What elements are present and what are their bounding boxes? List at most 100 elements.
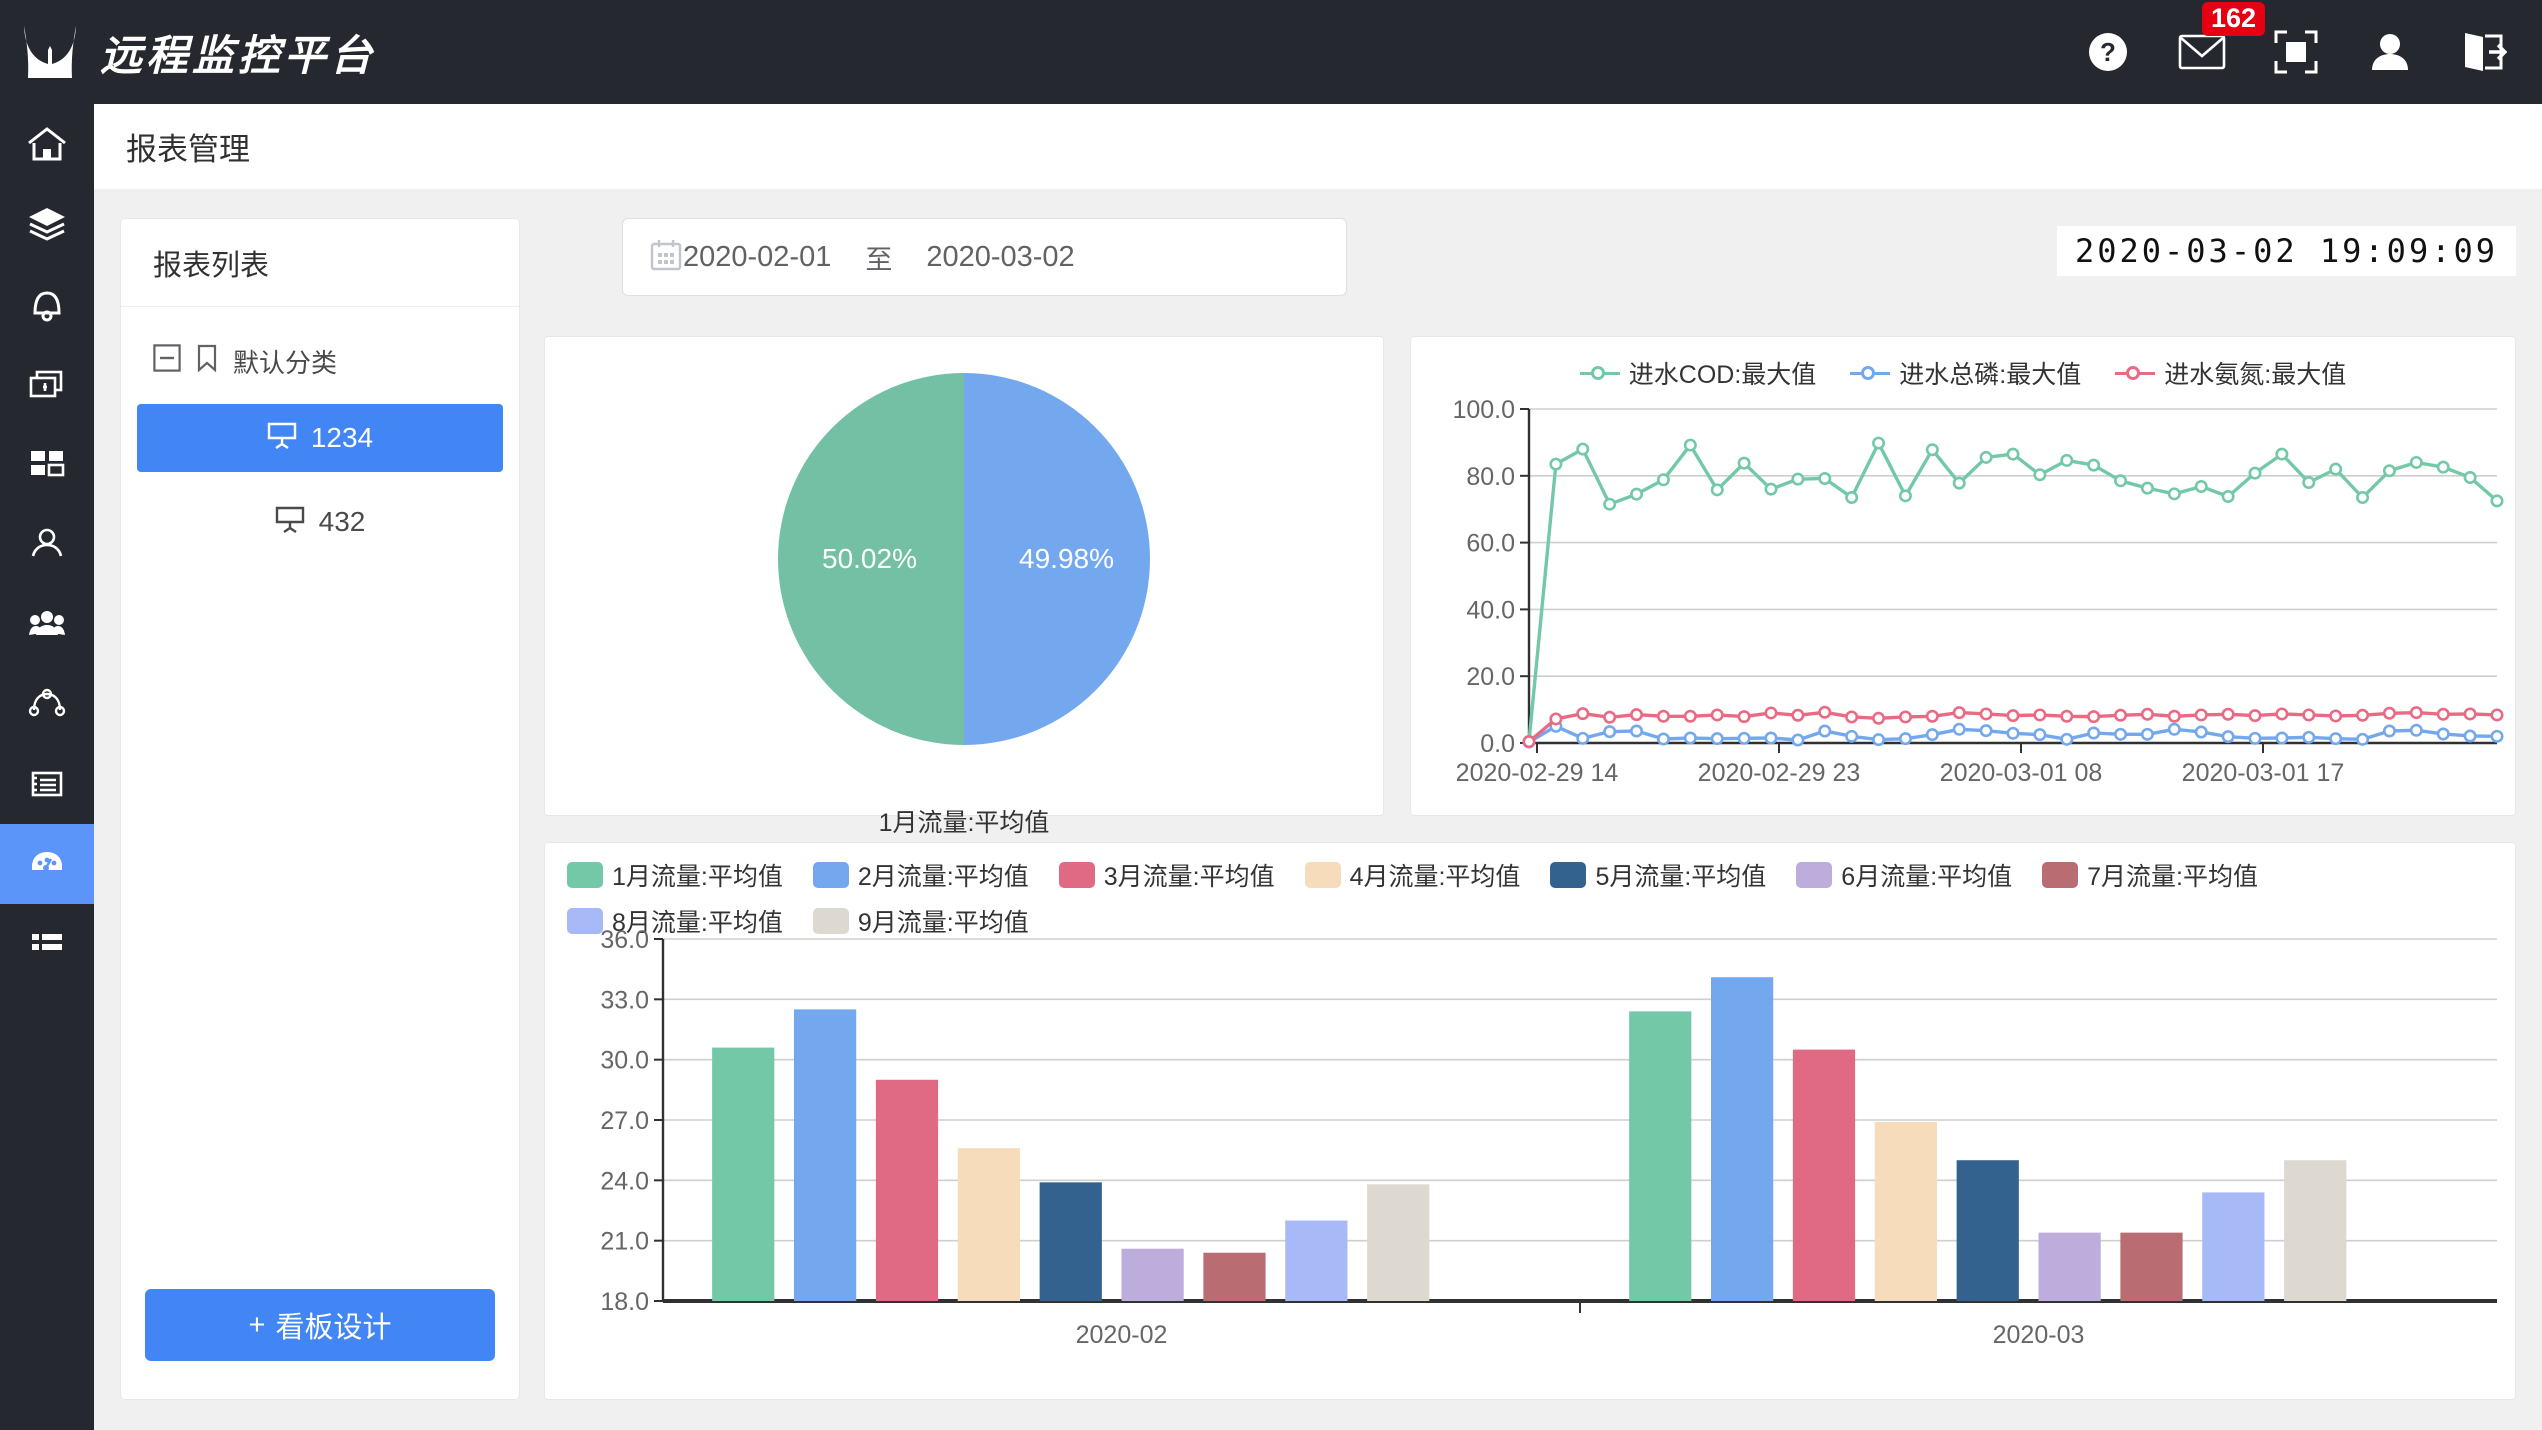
legend-item-ammonia[interactable]: 进水氨氮:最大值 xyxy=(2115,355,2346,391)
top-bar-actions: ? 162 xyxy=(2084,2,2542,76)
sidebar-item-home[interactable] xyxy=(0,104,94,184)
line-point xyxy=(2382,706,2396,720)
line-chart-xtick: 2020-02-29 23 xyxy=(1698,759,1861,787)
sidebar-item-network[interactable] xyxy=(0,664,94,744)
tree-item-432[interactable]: 432 xyxy=(137,488,503,556)
bar-2-1 xyxy=(1629,1011,1692,1301)
line-point xyxy=(1710,732,1724,746)
legend-label-phosphorus: 进水总磷:最大值 xyxy=(1899,361,2082,389)
mail-badge-count: 162 xyxy=(2202,2,2266,37)
line-point xyxy=(2490,494,2504,508)
sidebar-item-layers[interactable] xyxy=(0,184,94,264)
line-point xyxy=(2060,709,2074,723)
sidebar-item-report-design[interactable] xyxy=(0,824,94,904)
line-point xyxy=(2006,709,2020,723)
logout-icon[interactable] xyxy=(2460,28,2508,76)
legend-marker-phosphorus xyxy=(1850,364,1891,382)
line-point xyxy=(2140,727,2154,741)
bar-chart-ytick: 30.0 xyxy=(600,1047,649,1075)
line-point xyxy=(1737,731,1751,745)
date-range-picker[interactable]: 2020-02-01 至 2020-03-02 xyxy=(622,218,1347,296)
line-point xyxy=(2302,708,2316,722)
bar-2-2 xyxy=(1711,977,1774,1301)
bar-1-6 xyxy=(1121,1248,1184,1301)
app-title: 远程监控平台 xyxy=(100,30,377,80)
svg-text:?: ? xyxy=(2100,37,2116,67)
line-point xyxy=(1791,472,1805,486)
line-point xyxy=(1656,473,1670,487)
legend-label-4: 4月流量:平均值 xyxy=(1349,863,1521,891)
line-point xyxy=(1979,707,1993,721)
legend-item-4[interactable]: 4月流量:平均值 xyxy=(1304,857,1521,893)
line-point xyxy=(2194,725,2208,739)
line-point xyxy=(1549,457,1563,471)
sidebar-item-users-group[interactable] xyxy=(0,584,94,664)
legend-item-cod[interactable]: 进水COD:最大值 xyxy=(1579,355,1816,391)
line-point xyxy=(1898,732,1912,746)
line-point xyxy=(2463,729,2477,743)
line-point xyxy=(2167,709,2181,723)
line-point xyxy=(2436,727,2450,741)
line-point xyxy=(1737,456,1751,470)
collapse-toggle-icon[interactable] xyxy=(153,344,181,379)
legend-item-3[interactable]: 3月流量:平均值 xyxy=(1058,857,1275,893)
legend-item-8[interactable]: 8月流量:平均值 xyxy=(567,903,783,939)
line-point xyxy=(1845,491,1859,505)
line-point xyxy=(1979,450,1993,464)
mail-icon[interactable]: 162 xyxy=(2178,2,2266,76)
bar-1-2 xyxy=(794,1009,857,1301)
legend-label-ammonia: 进水氨氮:最大值 xyxy=(2164,361,2347,389)
sidebar-item-add-card[interactable] xyxy=(0,344,94,424)
bar-2-3 xyxy=(1792,1049,1856,1301)
line-point xyxy=(2436,460,2450,474)
end-date-input[interactable]: 2020-03-02 xyxy=(926,240,1075,273)
line-point xyxy=(1764,482,1778,496)
sidebar-item-dashboard[interactable] xyxy=(0,424,94,504)
tree-item-1234[interactable]: 1234 xyxy=(137,404,503,472)
sidebar-item-list-card[interactable] xyxy=(0,744,94,824)
line-point xyxy=(2490,729,2504,743)
legend-item-6[interactable]: 6月流量:平均值 xyxy=(1796,857,2012,893)
line-point xyxy=(2463,470,2477,484)
bookmark-icon xyxy=(195,344,219,379)
legend-swatch-6 xyxy=(1796,862,1833,888)
sidebar-item-user[interactable] xyxy=(0,504,94,584)
pie-chart-caption: 1月流量:平均值 xyxy=(878,809,1050,837)
legend-item-7[interactable]: 7月流量:平均值 xyxy=(2042,857,2258,893)
user-icon[interactable] xyxy=(2366,28,2414,76)
legend-item-9[interactable]: 9月流量:平均值 xyxy=(812,903,1029,939)
tree-root-default-category[interactable]: 默认分类 xyxy=(121,335,519,388)
legend-item-phosphorus[interactable]: 进水总磷:最大值 xyxy=(1850,355,2081,391)
legend-item-1[interactable]: 1月流量:平均值 xyxy=(567,857,783,893)
sidebar-rail xyxy=(0,104,94,1430)
line-point xyxy=(1603,497,1617,511)
bar-2-7 xyxy=(2120,1232,2183,1301)
page-header: 报表管理 xyxy=(94,104,2542,190)
line-point xyxy=(1979,724,1993,738)
line-point xyxy=(1872,711,1886,725)
line-point xyxy=(1576,442,1590,456)
tree-item-label: 1234 xyxy=(310,422,374,453)
report-list-panel: 报表列表 默认分类 1234 xyxy=(120,218,520,1400)
board-design-button[interactable]: + 看板设计 xyxy=(145,1289,495,1361)
sidebar-item-list-menu[interactable] xyxy=(0,904,94,984)
brand: 远程监控平台 xyxy=(0,20,376,84)
pie-slice-label-green: 49.98% xyxy=(1019,543,1114,574)
start-date-input[interactable]: 2020-02-01 xyxy=(683,240,832,273)
legend-item-5[interactable]: 5月流量:平均值 xyxy=(1550,857,1766,893)
line-point xyxy=(1791,708,1805,722)
legend-marker-ammonia xyxy=(2115,364,2156,382)
line-point xyxy=(2114,708,2128,722)
line-point xyxy=(2033,708,2047,722)
help-icon[interactable]: ? xyxy=(2084,28,2132,76)
sidebar-item-alerts[interactable] xyxy=(0,264,94,344)
legend-item-2[interactable]: 2月流量:平均值 xyxy=(812,857,1029,893)
legend-swatch-2 xyxy=(812,862,849,888)
fullscreen-icon[interactable] xyxy=(2272,28,2320,76)
line-point xyxy=(2087,458,2101,472)
line-point xyxy=(2382,724,2396,738)
line-chart-xtick: 2020-03-01 08 xyxy=(1940,759,2103,787)
line-point xyxy=(2248,731,2262,745)
line-point xyxy=(1710,708,1724,722)
line-point xyxy=(2114,727,2128,741)
